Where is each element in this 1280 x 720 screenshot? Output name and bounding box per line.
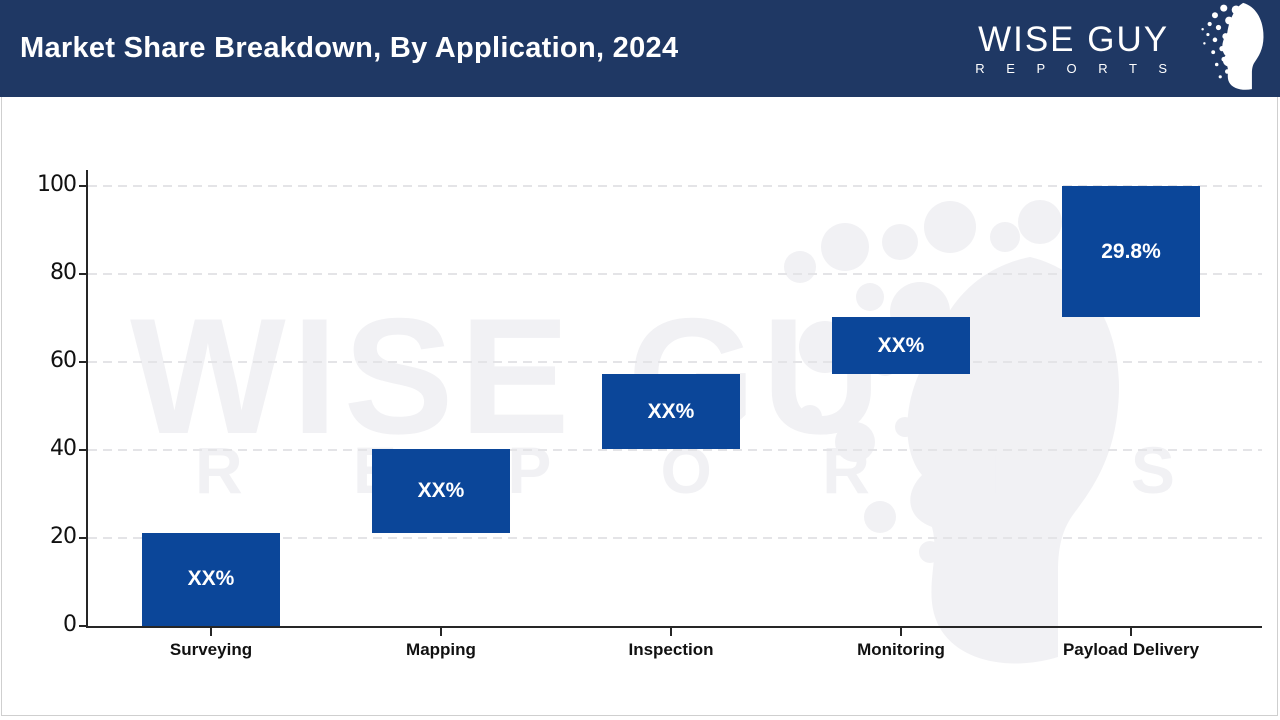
brand-logo: WISE GUY R E P O R T S bbox=[971, 1, 1266, 96]
bar-value-label: XX% bbox=[877, 333, 925, 357]
y-gridline-40 bbox=[88, 449, 1262, 451]
y-axis-spine bbox=[86, 170, 88, 628]
watermark-brand-text: WISE GUY bbox=[130, 284, 1004, 468]
page-title: Market Share Breakdown, By Application, … bbox=[20, 32, 679, 64]
y-tick-label-60: 60 bbox=[50, 348, 77, 373]
y-tick-label-40: 40 bbox=[50, 436, 77, 461]
brand-subtitle: R E P O R T S bbox=[975, 60, 1176, 76]
y-tick-mark-100 bbox=[79, 185, 88, 187]
header-bar: Market Share Breakdown, By Application, … bbox=[0, 0, 1280, 97]
bar-inspection: XX% bbox=[602, 374, 740, 450]
y-gridline-20 bbox=[88, 537, 1262, 539]
bar-monitoring: XX% bbox=[832, 317, 970, 375]
y-tick-mark-40 bbox=[79, 449, 88, 451]
x-tick-mark-0 bbox=[210, 628, 212, 636]
y-tick-mark-80 bbox=[79, 273, 88, 275]
y-tick-label-0: 0 bbox=[63, 612, 77, 637]
y-gridline-100 bbox=[88, 185, 1262, 187]
x-tick-mark-3 bbox=[900, 628, 902, 636]
bar-mapping: XX% bbox=[372, 449, 510, 533]
y-tick-label-80: 80 bbox=[50, 260, 77, 285]
brand-logo-text: WISE GUY R E P O R T S bbox=[971, 22, 1176, 76]
y-tick-label-20: 20 bbox=[50, 524, 77, 549]
wise-guy-head-icon bbox=[1178, 1, 1266, 96]
chart-area: WISE GUY R E P O R T S 0 20 40 60 80 100 XX% Su… bbox=[0, 96, 1280, 720]
bar-payload-delivery: 29.8% bbox=[1062, 186, 1200, 318]
brand-name: WISE GUY bbox=[978, 19, 1170, 59]
x-category-label-1: Mapping bbox=[406, 640, 476, 659]
y-tick-mark-20 bbox=[79, 537, 88, 539]
bar-value-label: XX% bbox=[187, 567, 235, 591]
x-category-label-2: Inspection bbox=[628, 640, 714, 659]
bar-value-label: XX% bbox=[647, 399, 695, 423]
bar-value-label: XX% bbox=[417, 478, 465, 502]
y-gridline-60 bbox=[88, 361, 1262, 363]
x-tick-mark-2 bbox=[670, 628, 672, 636]
x-tick-mark-4 bbox=[1130, 628, 1132, 636]
x-axis-spine bbox=[86, 626, 1262, 628]
y-tick-label-100: 100 bbox=[37, 172, 77, 197]
bar-surveying: XX% bbox=[142, 532, 280, 626]
x-category-label-0: Surveying bbox=[169, 640, 253, 659]
y-tick-mark-0 bbox=[79, 625, 88, 627]
bar-value-label: 29.8% bbox=[1101, 239, 1161, 263]
y-tick-mark-60 bbox=[79, 361, 88, 363]
x-tick-mark-1 bbox=[440, 628, 442, 636]
y-gridline-80 bbox=[88, 273, 1262, 275]
x-category-label-3: Monitoring bbox=[857, 640, 945, 659]
x-category-label-4: Payload Delivery bbox=[1062, 640, 1200, 659]
